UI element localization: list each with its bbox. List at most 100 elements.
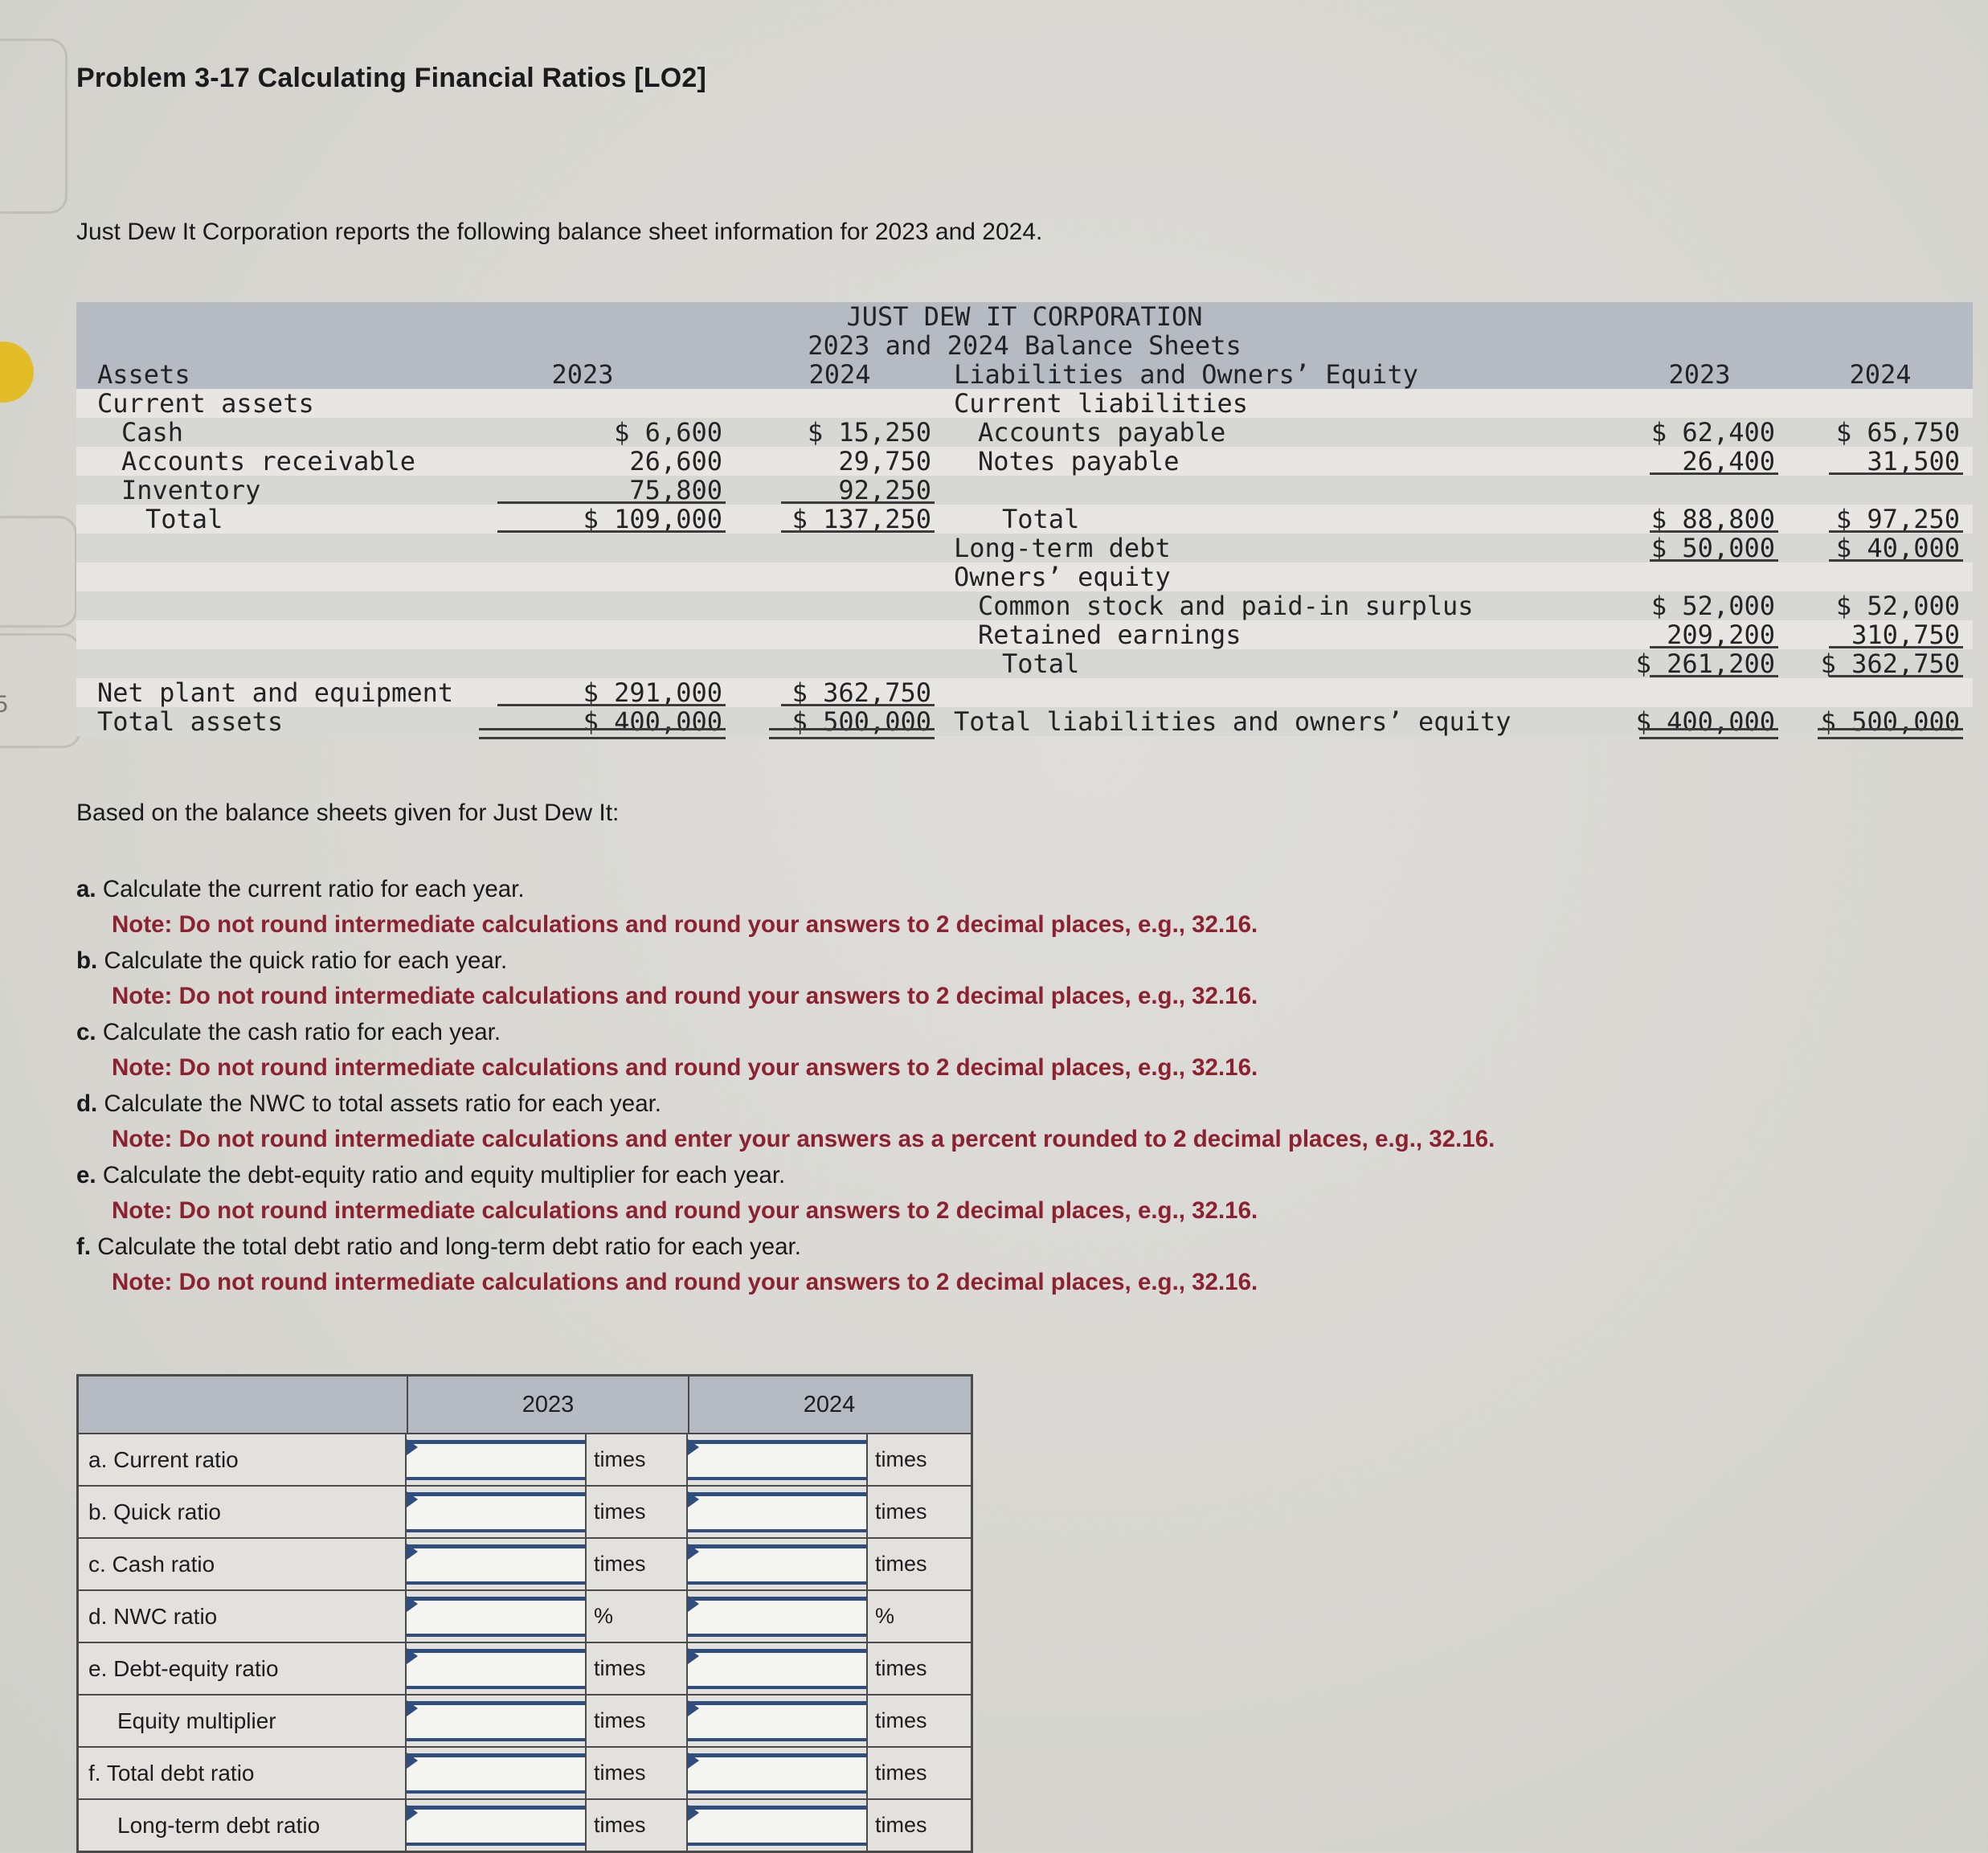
answer-input-2023[interactable] (407, 1701, 585, 1741)
cell-flag-icon (688, 1648, 699, 1664)
bs-label: Accounts payable (978, 417, 1226, 448)
unit-label: times (587, 1539, 688, 1589)
bs-value-2023: $ 400,000 (1611, 707, 1788, 739)
bs-value-2024: $ 362,750 (1788, 649, 1973, 678)
bs-label: Total assets (97, 706, 284, 737)
bs-value-2023: $ 6,600 (614, 417, 722, 448)
balance-sheet-table: JUST DEW IT CORPORATION 2023 and 2024 Ba… (76, 302, 1973, 739)
question-c: c. Calculate the cash ratio for each yea… (76, 1015, 1957, 1086)
year-header-2024-left: 2024 (808, 359, 871, 390)
intro-text: Just Dew It Corporation reports the foll… (76, 219, 1043, 245)
bs-value-2024: 31,500 (1788, 447, 1973, 476)
answer-input-2023[interactable] (407, 1492, 585, 1532)
answer-input-2023[interactable] (407, 1440, 585, 1480)
balance-sheet-row: Owners’ equity (76, 562, 1973, 591)
bs-value-2023: 75,800 (430, 476, 735, 505)
bs-label: Notes payable (978, 446, 1180, 477)
question-text: Calculate the NWC to total assets ratio … (104, 1090, 661, 1117)
balance-sheet-row: Accounts receivable 26,600 29,750 Notes … (76, 447, 1973, 476)
based-on-text: Based on the balance sheets given for Ju… (76, 800, 620, 826)
bs-value-2024: $ 137,250 (735, 505, 944, 534)
unit-label: times (875, 1708, 927, 1732)
question-b: b. Calculate the quick ratio for each ye… (76, 943, 1957, 1014)
balance-sheet-row: Current assets Current liabilities (76, 389, 1973, 418)
cell-flag-icon (407, 1805, 418, 1821)
table-row: a. Current ratio times times (79, 1434, 971, 1487)
cell-flag-icon (688, 1805, 699, 1821)
row-label: a. Current ratio (79, 1434, 407, 1485)
balance-sheet-row: Long-term debt $ 50,000 $ 40,000 (76, 534, 1973, 562)
bs-value-2024: $ 362,750 (735, 678, 944, 707)
balance-sheet-row: Common stock and paid-in surplus $ 52,00… (76, 591, 1973, 620)
answer-input-2023[interactable] (407, 1649, 585, 1689)
question-note: Note: Do not round intermediate calculat… (112, 1054, 1258, 1081)
answer-table: 2023 2024 a. Current ratio times times b… (76, 1374, 973, 1853)
bs-value-2024: $ 97,250 (1788, 505, 1973, 534)
answer-table-header: 2023 2024 (79, 1376, 971, 1434)
year-header-2024-right: 2024 (1849, 359, 1912, 390)
question-text: Calculate the current ratio for each yea… (102, 876, 525, 902)
bs-value-2024: $ 500,000 (1788, 707, 1973, 739)
bs-value-2024: 310,750 (1788, 620, 1973, 649)
bs-value-2024: $ 40,000 (1788, 534, 1973, 562)
cell-flag-icon (407, 1648, 418, 1664)
table-row: f. Total debt ratio times times (79, 1748, 971, 1800)
question-letter: a. (76, 876, 96, 902)
answer-input-2024[interactable] (688, 1440, 866, 1480)
answer-input-2024[interactable] (688, 1806, 866, 1846)
question-letter: c. (76, 1019, 96, 1045)
answer-input-2024[interactable] (688, 1649, 866, 1689)
cell-flag-icon (688, 1753, 699, 1769)
bs-label: Total liabilities and owners’ equity (954, 706, 1511, 737)
row-label: Equity multiplier (79, 1696, 407, 1746)
question-list: a. Calculate the current ratio for each … (76, 872, 1957, 1301)
answer-input-2024[interactable] (688, 1701, 866, 1741)
question-note: Note: Do not round intermediate calculat… (112, 1269, 1258, 1295)
unit-label: times (587, 1643, 688, 1694)
answer-input-2024[interactable] (688, 1753, 866, 1794)
partial-card-outline (0, 633, 81, 748)
cell-flag-icon (688, 1491, 699, 1507)
balance-sheet-row: Net plant and equipment $ 291,000 $ 362,… (76, 678, 1973, 707)
answer-input-2024[interactable] (688, 1597, 866, 1637)
page-title: Problem 3-17 Calculating Financial Ratio… (76, 63, 707, 93)
cell-flag-icon (688, 1700, 699, 1716)
liabilities-header: Liabilities and Owners’ Equity (954, 359, 1418, 390)
answer-input-2023[interactable] (407, 1753, 585, 1794)
bs-label: Retained earnings (978, 620, 1241, 650)
table-row: e. Debt-equity ratio times times (79, 1643, 971, 1696)
question-e: e. Calculate the debt-equity ratio and e… (76, 1158, 1957, 1229)
answer-year-header-2023: 2023 (407, 1376, 688, 1433)
bs-value-2023: 26,600 (629, 446, 722, 477)
unit-label: times (875, 1552, 927, 1576)
bs-label: Accounts receivable (121, 446, 416, 477)
bs-value-2023: $ 291,000 (430, 678, 735, 707)
answer-input-2023[interactable] (407, 1806, 585, 1846)
question-f: f. Calculate the total debt ratio and lo… (76, 1229, 1957, 1300)
bs-value-2023: $ 62,400 (1651, 417, 1775, 448)
partial-card-outline (0, 39, 67, 214)
balance-sheet-subtitle: 2023 and 2024 Balance Sheets (808, 330, 1241, 361)
question-text: Calculate the debt-equity ratio and equi… (102, 1162, 786, 1188)
bs-value-2023: $ 261,200 (1611, 649, 1788, 678)
partial-card-outline (0, 516, 77, 628)
answer-input-2024[interactable] (688, 1544, 866, 1585)
row-label: e. Debt-equity ratio (79, 1643, 407, 1694)
balance-sheet-header-band: JUST DEW IT CORPORATION 2023 and 2024 Ba… (76, 302, 1973, 389)
cell-flag-icon (688, 1596, 699, 1612)
bs-label: Current assets (97, 388, 314, 419)
bs-label: Inventory (121, 475, 261, 505)
bs-label: Net plant and equipment (97, 677, 454, 708)
unit-label: times (875, 1499, 927, 1524)
cell-flag-icon (688, 1439, 699, 1455)
bs-value-2023: 209,200 (1611, 620, 1788, 649)
table-row: c. Cash ratio times times (79, 1539, 971, 1591)
sidebar-digit: 5 (0, 691, 8, 718)
answer-input-2024[interactable] (688, 1492, 866, 1532)
answer-input-2023[interactable] (407, 1544, 585, 1585)
row-label: d. NWC ratio (79, 1591, 407, 1642)
cell-flag-icon (407, 1753, 418, 1769)
bs-label: Cash (121, 417, 184, 448)
table-row: Equity multiplier times times (79, 1696, 971, 1748)
answer-input-2023[interactable] (407, 1597, 585, 1637)
